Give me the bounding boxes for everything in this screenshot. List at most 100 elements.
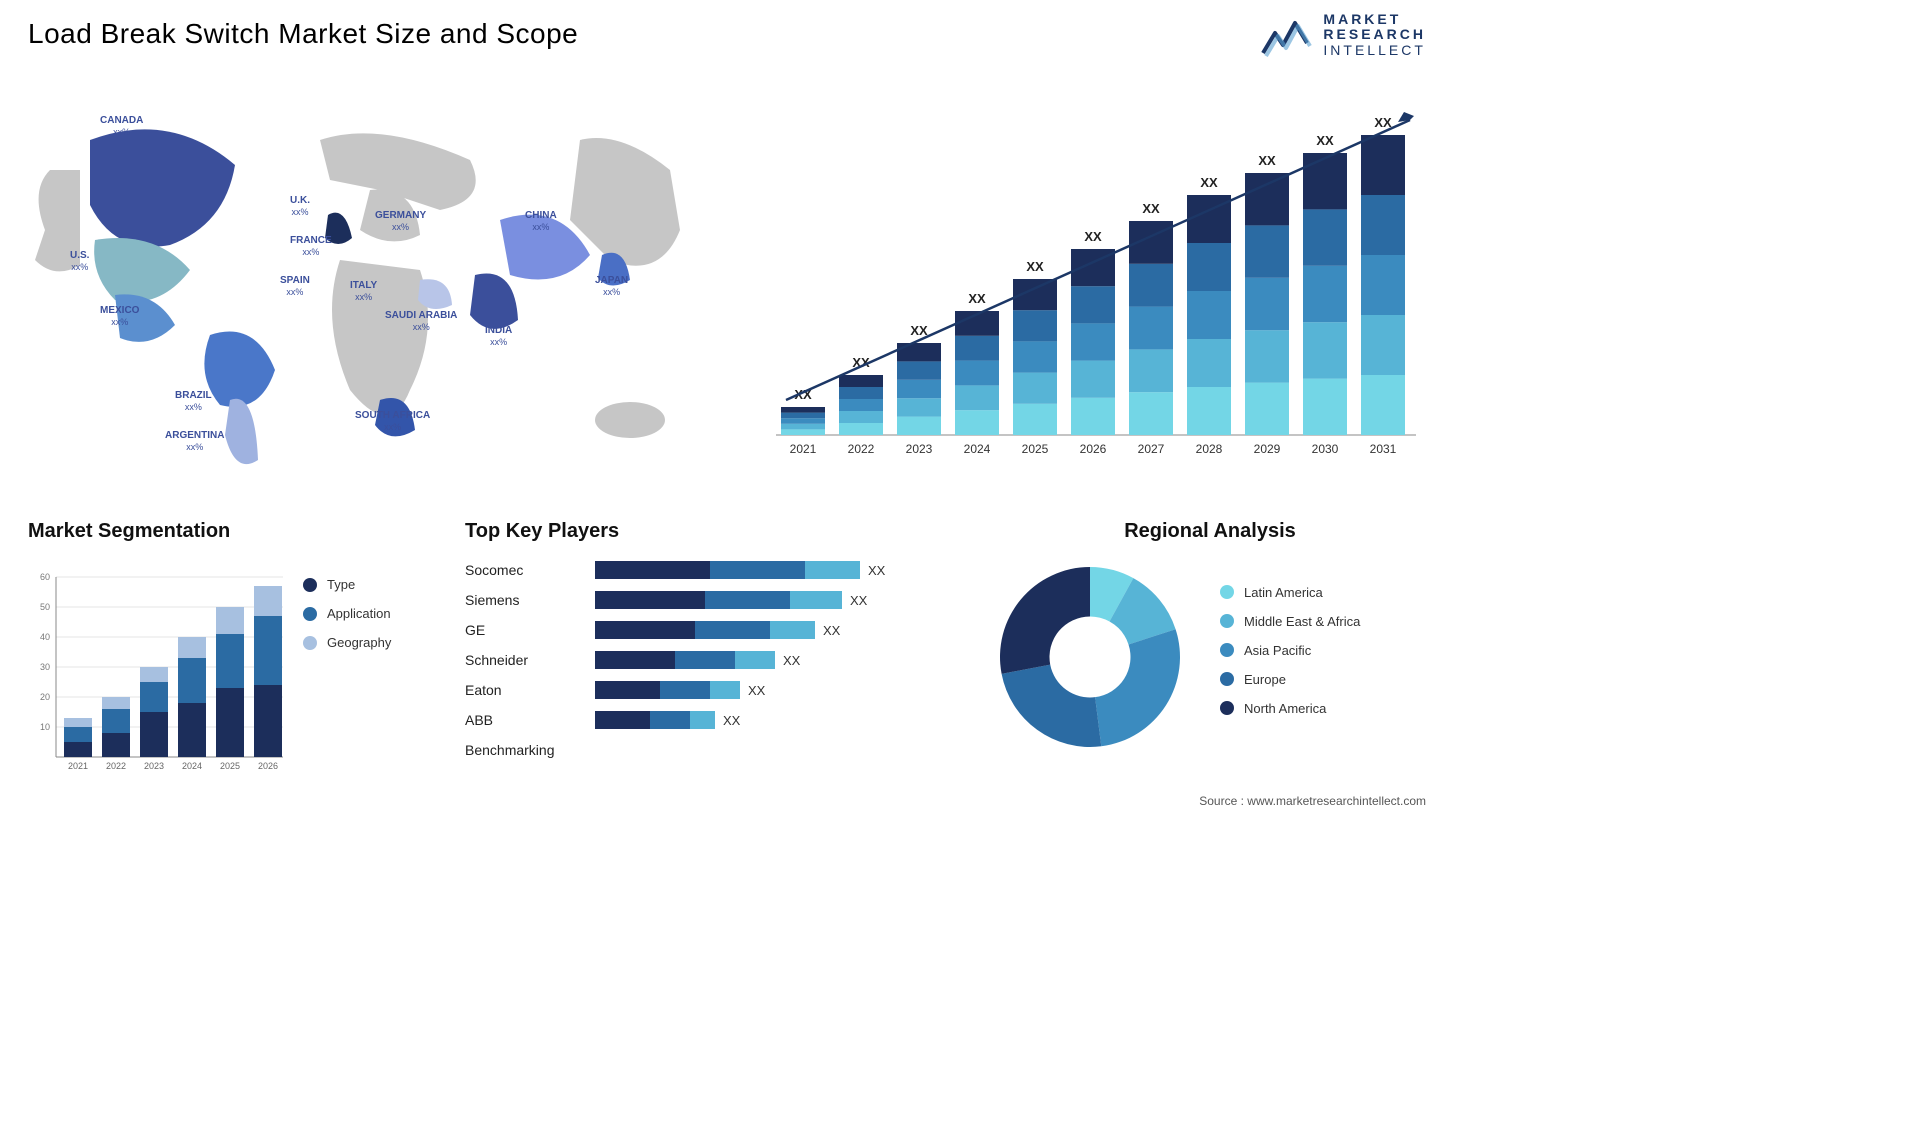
player-name: GE bbox=[465, 622, 595, 638]
logo-line1: MARKET bbox=[1323, 12, 1426, 27]
map-label: U.K.xx% bbox=[290, 195, 310, 218]
player-name: Socomec bbox=[465, 562, 595, 578]
world-map: CANADAxx% U.S.xx% MEXICOxx% BRAZILxx% ARGENT… bbox=[20, 80, 700, 480]
svg-text:2025: 2025 bbox=[220, 761, 240, 771]
growth-chart-svg: XX2021XX2022XX2023XX2024XX2025XX2026XX20… bbox=[776, 95, 1416, 465]
svg-text:50: 50 bbox=[40, 602, 50, 612]
logo-icon bbox=[1261, 13, 1313, 57]
regional-title: Regional Analysis bbox=[990, 520, 1430, 543]
svg-text:2021: 2021 bbox=[68, 761, 88, 771]
player-name: Siemens bbox=[465, 592, 595, 608]
svg-text:40: 40 bbox=[40, 632, 50, 642]
svg-text:2023: 2023 bbox=[144, 761, 164, 771]
svg-text:XX: XX bbox=[1026, 259, 1044, 274]
segmentation-title: Market Segmentation bbox=[28, 520, 443, 543]
map-label: MEXICOxx% bbox=[100, 305, 139, 328]
svg-text:2025: 2025 bbox=[1022, 442, 1049, 456]
svg-text:2029: 2029 bbox=[1254, 442, 1281, 456]
legend-item: Europe bbox=[1220, 672, 1360, 687]
svg-text:2024: 2024 bbox=[182, 761, 202, 771]
player-row: Socomec XX bbox=[465, 555, 965, 585]
legend-item: Geography bbox=[303, 635, 391, 650]
map-label: INDIAxx% bbox=[485, 325, 512, 348]
svg-text:10: 10 bbox=[40, 722, 50, 732]
map-label: GERMANYxx% bbox=[375, 210, 426, 233]
svg-text:XX: XX bbox=[1142, 201, 1160, 216]
map-label: SAUDI ARABIAxx% bbox=[385, 310, 457, 333]
legend-item: Asia Pacific bbox=[1220, 643, 1360, 658]
player-row: GE XX bbox=[465, 615, 965, 645]
segmentation-chart: 10 20 30 40 50 60 2021 2022 2023 2024 2025 2026 bbox=[28, 557, 283, 777]
svg-text:2022: 2022 bbox=[106, 761, 126, 771]
players-section: Top Key Players SocomecXXSiemensXXGEXXSc… bbox=[465, 520, 965, 765]
player-value: XX bbox=[823, 623, 840, 638]
player-value: XX bbox=[868, 563, 885, 578]
map-label: JAPANxx% bbox=[595, 275, 628, 298]
svg-text:2023: 2023 bbox=[906, 442, 933, 456]
player-bar bbox=[595, 591, 842, 609]
map-label: U.S.xx% bbox=[70, 250, 89, 273]
svg-text:2022: 2022 bbox=[848, 442, 875, 456]
player-row: Siemens XX bbox=[465, 585, 965, 615]
source-label: Source : www.marketresearchintellect.com bbox=[1199, 794, 1426, 808]
legend-item: North America bbox=[1220, 701, 1360, 716]
svg-text:XX: XX bbox=[1316, 133, 1334, 148]
page-title: Load Break Switch Market Size and Scope bbox=[28, 18, 578, 50]
svg-text:XX: XX bbox=[910, 323, 928, 338]
svg-text:XX: XX bbox=[1084, 229, 1102, 244]
svg-text:20: 20 bbox=[40, 692, 50, 702]
player-row: ABB XX bbox=[465, 705, 965, 735]
player-value: XX bbox=[748, 683, 765, 698]
svg-text:2027: 2027 bbox=[1138, 442, 1165, 456]
player-name: ABB bbox=[465, 712, 595, 728]
map-label: FRANCExx% bbox=[290, 235, 332, 258]
player-name: Benchmarking bbox=[465, 742, 595, 758]
growth-bar-chart: XX2021XX2022XX2023XX2024XX2025XX2026XX20… bbox=[776, 95, 1416, 465]
player-bar bbox=[595, 651, 775, 669]
logo-line2: RESEARCH bbox=[1323, 27, 1426, 42]
regional-donut-chart bbox=[990, 557, 1190, 757]
legend-item: Application bbox=[303, 606, 391, 621]
players-title: Top Key Players bbox=[465, 520, 965, 543]
svg-text:XX: XX bbox=[1200, 175, 1218, 190]
player-bar bbox=[595, 561, 860, 579]
svg-text:2024: 2024 bbox=[964, 442, 991, 456]
player-value: XX bbox=[783, 653, 800, 668]
brand-logo: MARKET RESEARCH INTELLECT bbox=[1261, 12, 1426, 58]
player-name: Schneider bbox=[465, 652, 595, 668]
player-bar bbox=[595, 681, 740, 699]
legend-item: Middle East & Africa bbox=[1220, 614, 1360, 629]
player-row: Benchmarking bbox=[465, 735, 965, 765]
legend-item: Latin America bbox=[1220, 585, 1360, 600]
player-row: Schneider XX bbox=[465, 645, 965, 675]
map-label: ITALYxx% bbox=[350, 280, 377, 303]
svg-text:30: 30 bbox=[40, 662, 50, 672]
svg-text:2028: 2028 bbox=[1196, 442, 1223, 456]
map-label: CANADAxx% bbox=[100, 115, 143, 138]
svg-text:XX: XX bbox=[1374, 115, 1392, 130]
player-name: Eaton bbox=[465, 682, 595, 698]
legend-item: Type bbox=[303, 577, 391, 592]
player-value: XX bbox=[723, 713, 740, 728]
player-bar bbox=[595, 711, 715, 729]
segmentation-legend: Type Application Geography bbox=[303, 557, 391, 777]
player-value: XX bbox=[850, 593, 867, 608]
svg-text:2026: 2026 bbox=[1080, 442, 1107, 456]
svg-text:2031: 2031 bbox=[1370, 442, 1397, 456]
segmentation-section: Market Segmentation 10 20 30 40 50 60 2021 2022… bbox=[28, 520, 443, 777]
map-label: SOUTH AFRICAxx% bbox=[355, 410, 430, 433]
logo-line3: INTELLECT bbox=[1323, 43, 1426, 58]
player-row: Eaton XX bbox=[465, 675, 965, 705]
map-label: CHINAxx% bbox=[525, 210, 557, 233]
svg-text:2026: 2026 bbox=[258, 761, 278, 771]
player-bar bbox=[595, 621, 815, 639]
regional-section: Regional Analysis Latin America Middle Ea… bbox=[990, 520, 1430, 757]
map-label: BRAZILxx% bbox=[175, 390, 212, 413]
map-label: SPAINxx% bbox=[280, 275, 310, 298]
svg-text:XX: XX bbox=[1258, 153, 1276, 168]
svg-text:60: 60 bbox=[40, 572, 50, 582]
regional-legend: Latin America Middle East & Africa Asia Pa… bbox=[1220, 585, 1360, 730]
svg-text:2030: 2030 bbox=[1312, 442, 1339, 456]
svg-text:XX: XX bbox=[968, 291, 986, 306]
map-label: ARGENTINAxx% bbox=[165, 430, 224, 453]
